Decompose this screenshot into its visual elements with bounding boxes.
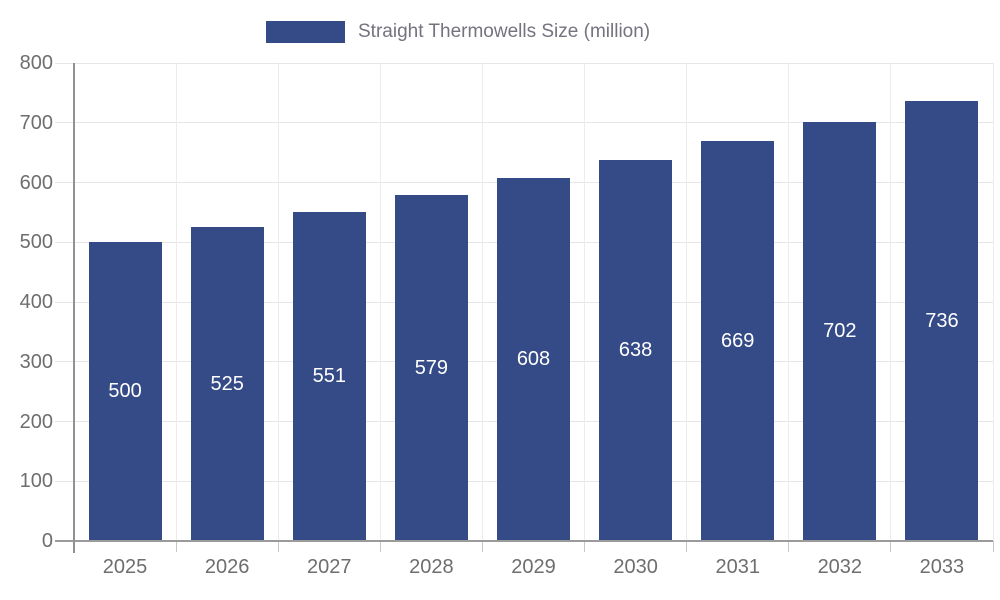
grid-line-vertical	[481, 63, 483, 541]
grid-line-vertical	[788, 63, 790, 541]
y-axis-line	[73, 63, 75, 553]
y-axis-tick	[55, 122, 74, 124]
grid-line-vertical	[175, 63, 177, 541]
bar-value-label: 500	[108, 380, 142, 403]
bar-2028[interactable]: 579	[394, 195, 468, 541]
legend-swatch	[266, 21, 345, 43]
y-axis-tick	[55, 301, 74, 303]
bar-value-label: 551	[312, 364, 346, 387]
x-axis-tick	[379, 541, 381, 552]
y-axis-tick	[55, 361, 74, 363]
y-axis-tick	[55, 540, 74, 542]
x-axis-tick	[481, 541, 483, 552]
x-axis-tick-label: 2032	[817, 556, 863, 578]
x-axis-tick	[584, 541, 586, 552]
y-axis-tick-label: 400	[19, 291, 53, 313]
y-axis-tick-label: 600	[19, 171, 53, 194]
bar-value-label: 736	[925, 309, 959, 332]
x-axis-tick-label: 2028	[409, 556, 454, 578]
bar-value-label: 669	[721, 329, 755, 352]
bar-value-label: 579	[414, 356, 449, 379]
y-axis-tick-label: 0	[41, 530, 53, 552]
x-axis-tick	[686, 541, 688, 552]
grid-line-vertical	[992, 63, 994, 541]
y-axis-tick	[55, 241, 74, 243]
y-axis-tick-label: 700	[19, 111, 53, 134]
grid-line-vertical	[277, 63, 279, 541]
bar-2030[interactable]: 638	[599, 159, 673, 541]
bar-value-label: 525	[210, 372, 244, 395]
x-axis-tick	[277, 541, 279, 552]
x-axis-tick	[788, 541, 790, 552]
y-axis-tick-label: 800	[19, 52, 53, 74]
bar-2031[interactable]: 669	[701, 141, 775, 541]
grid-line-horizontal	[74, 62, 993, 64]
y-axis-tick-label: 200	[19, 410, 53, 433]
y-axis-tick	[55, 62, 74, 64]
bar-2026[interactable]: 525	[190, 227, 264, 541]
legend-label: Straight Thermowells Size (million)	[358, 21, 651, 42]
plot-area: 0 100 200 300 400 500 600 700 800 500 525 551 579 608…	[20, 52, 994, 578]
x-axis-tick-label: 2029	[511, 556, 556, 578]
x-axis-tick-label: 2025	[102, 556, 148, 578]
y-axis-tick-label: 100	[19, 470, 53, 493]
grid-line-vertical	[584, 63, 586, 541]
bar-value-label: 702	[823, 319, 857, 342]
x-axis-tick-label: 2030	[613, 556, 658, 578]
y-axis-tick	[55, 480, 74, 482]
bar-2033[interactable]: 736	[905, 101, 979, 541]
x-axis-tick-label: 2033	[919, 556, 965, 578]
grid-line-vertical	[686, 63, 688, 541]
bar-value-label: 638	[618, 338, 653, 361]
x-axis-tick-label: 2031	[715, 556, 760, 578]
bar-2029[interactable]: 608	[497, 177, 570, 541]
bar-2032[interactable]: 702	[803, 121, 877, 541]
x-axis-tick	[890, 541, 892, 552]
bar-value-label: 608	[516, 347, 551, 370]
x-axis-tick	[992, 541, 994, 552]
x-axis-tick	[73, 541, 75, 552]
grid-line-vertical	[890, 63, 892, 541]
x-axis-tick	[175, 541, 177, 552]
bar-2027[interactable]: 551	[292, 211, 366, 541]
y-axis-tick-label: 300	[19, 350, 53, 373]
y-axis-tick	[55, 182, 74, 183]
grid-line-vertical	[379, 63, 381, 541]
y-axis-tick	[55, 421, 74, 422]
x-axis-tick-label: 2026	[204, 556, 250, 578]
y-axis-tick-label: 500	[19, 231, 53, 254]
legend[interactable]: Straight Thermowells Size (million)	[266, 21, 650, 43]
x-axis-tick-label: 2027	[307, 556, 352, 578]
bar-2025[interactable]: 500	[88, 242, 162, 541]
